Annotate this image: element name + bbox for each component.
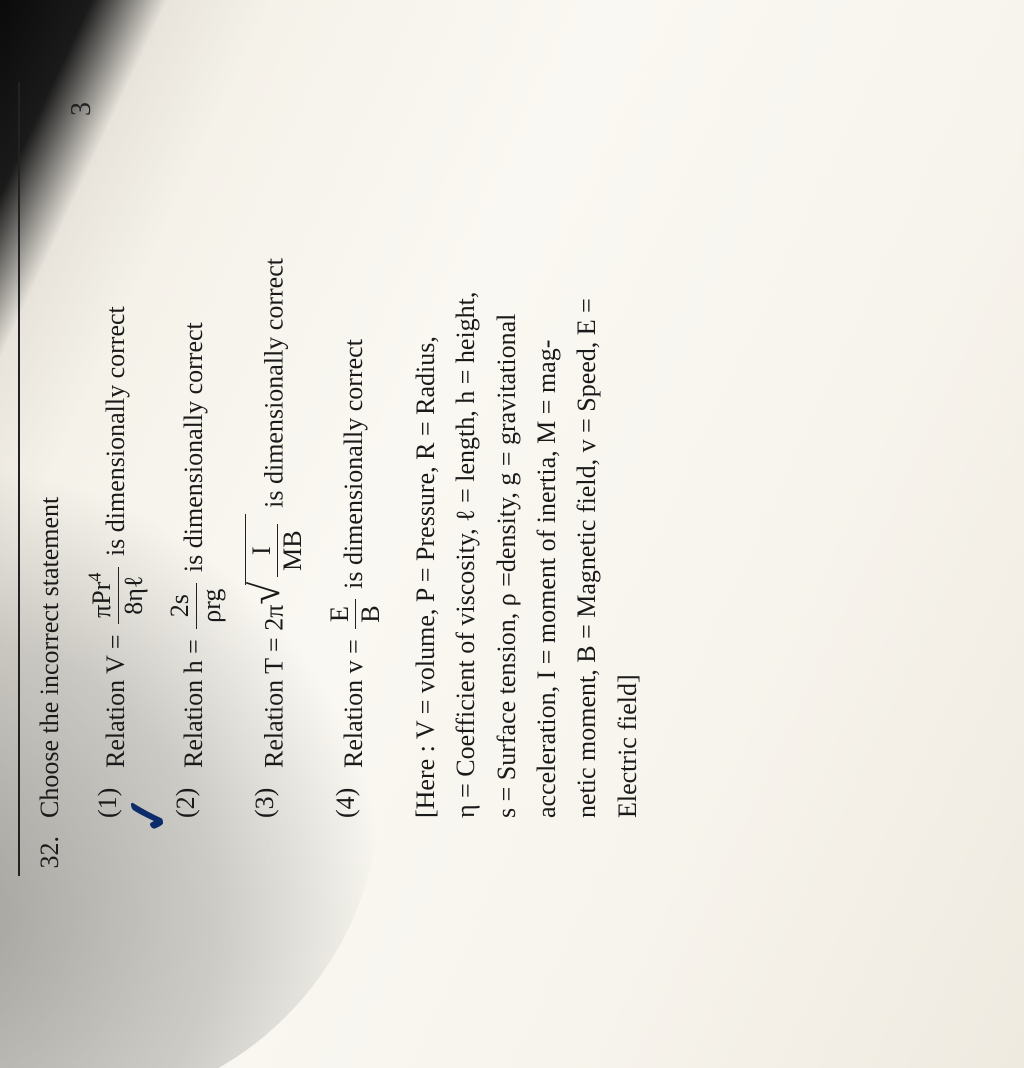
option-3-fraction: IMB — [248, 524, 308, 576]
option-3-lead: Relation — [259, 674, 288, 768]
option-3-body: Relation T = 2π√IMB is dimensionally cor… — [245, 258, 308, 768]
legend-line-1: [Here : V = volume, P = Pressure, R = Ra… — [406, 98, 446, 818]
option-2-eq: = — [180, 633, 209, 661]
content-block: 3 32. Choose the incorrect statement ✓ (… — [18, 82, 648, 876]
option-3-eq: = 2π — [259, 605, 288, 659]
option-4-fraction: EB — [326, 599, 386, 628]
option-4: (4) Relation v = EB is dimensionally cor… — [326, 82, 386, 818]
radical-icon: √ — [249, 582, 312, 605]
option-3: (3) Relation T = 2π√IMB is dimensionally… — [245, 82, 308, 818]
option-3-sqrt: √IMB — [245, 514, 308, 604]
option-4-number: (4) — [326, 782, 366, 818]
legend-line-4: acceleration, I = moment of inertia, M =… — [527, 98, 567, 818]
legend-line-3: s = Surface tension, ρ =density, g = gra… — [487, 98, 527, 818]
option-1-lead: Relation — [101, 674, 130, 768]
option-1-body: Relation V = πPr48ηℓ is dimensionally co… — [88, 306, 148, 768]
option-1-lhs: V — [101, 656, 130, 674]
option-1-fraction: πPr48ηℓ — [88, 567, 148, 624]
option-4-body: Relation v = EB is dimensionally correct — [326, 339, 386, 768]
option-2-tail: is dimensionally correct — [180, 322, 209, 578]
option-1-numerator: πPr4 — [88, 567, 119, 624]
option-2: (2) Relation h = 2sρrg is dimensionally … — [166, 82, 226, 818]
question-row: 32. Choose the incorrect statement — [30, 82, 70, 876]
option-3-denominator: MB — [278, 524, 308, 576]
option-2-denominator: ρrg — [197, 583, 227, 629]
option-4-numerator: E — [326, 599, 357, 628]
option-2-lhs: h — [180, 660, 209, 673]
legend-line-5: netic moment, B = Magnetic field, v = Sp… — [567, 98, 607, 818]
option-2-numerator: 2s — [166, 583, 197, 629]
legend-line-2: η = Coefficient of viscosity, ℓ = length… — [446, 98, 486, 818]
question-number: 32. — [30, 836, 70, 876]
option-3-lhs: T — [259, 658, 288, 673]
option-2-fraction: 2sρrg — [166, 583, 226, 629]
option-1: (1) Relation V = πPr48ηℓ is dimensionall… — [88, 82, 148, 818]
rotated-page: 3 32. Choose the incorrect statement ✓ (… — [0, 22, 1024, 1046]
option-3-tail: is dimensionally correct — [259, 258, 288, 514]
option-3-numerator: I — [248, 524, 279, 576]
variable-legend: [Here : V = volume, P = Pressure, R = Ra… — [406, 98, 648, 818]
option-4-lead: Relation — [339, 673, 368, 768]
option-2-lead: Relation — [180, 673, 209, 768]
option-3-radicand: IMB — [245, 514, 308, 584]
corner-page-number: 3 — [60, 102, 103, 116]
option-1-eq: = — [101, 628, 130, 656]
top-rule — [18, 82, 20, 876]
option-4-tail: is dimensionally correct — [339, 339, 368, 595]
option-4-eq: = — [339, 633, 368, 661]
option-2-body: Relation h = 2sρrg is dimensionally corr… — [166, 322, 226, 768]
option-4-lhs: v — [339, 660, 368, 673]
option-1-denominator: 8ηℓ — [119, 567, 149, 624]
legend-line-6: Electric field] — [608, 98, 648, 818]
question-text: Choose the incorrect statement — [30, 82, 70, 818]
option-4-denominator: B — [356, 599, 386, 628]
option-3-number: (3) — [245, 782, 285, 818]
option-1-tail: is dimensionally correct — [101, 306, 130, 562]
